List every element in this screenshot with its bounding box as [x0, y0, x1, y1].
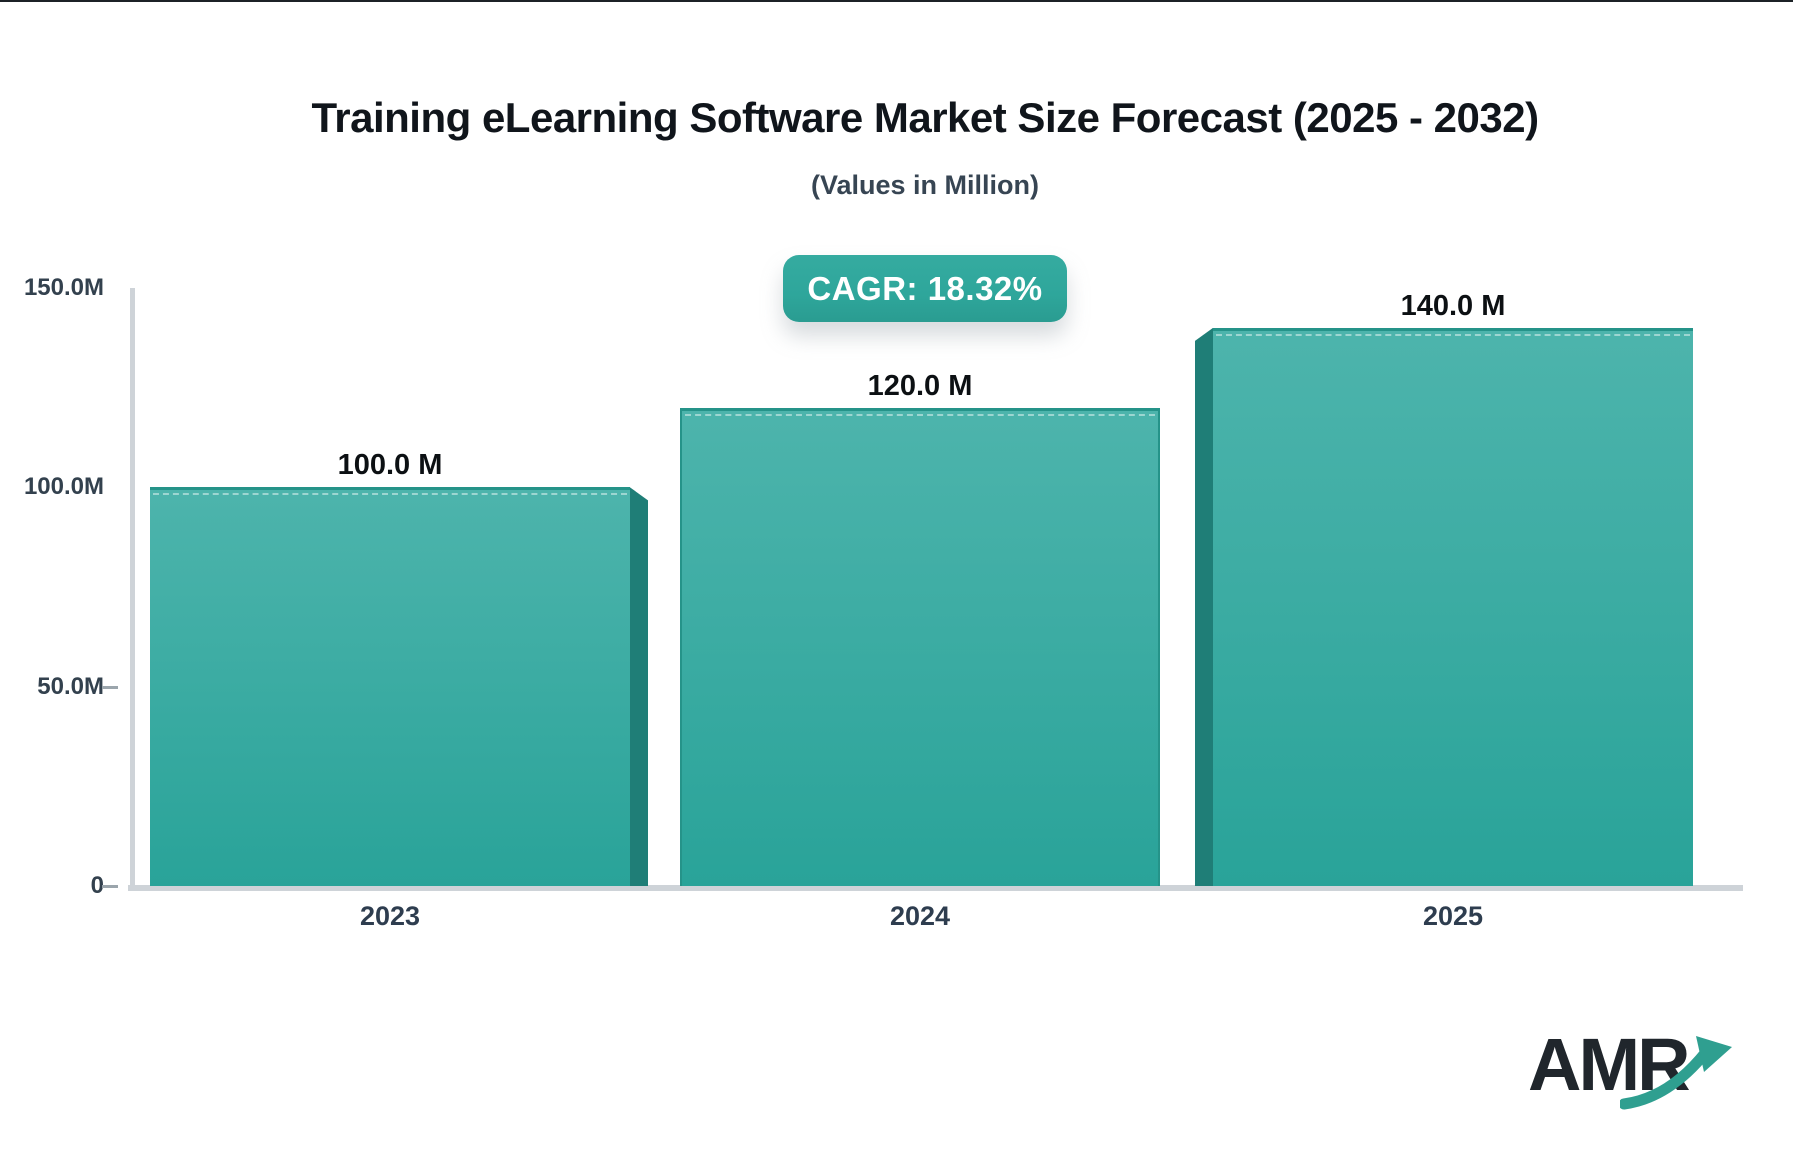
bar-value-label-2025: 140.0 M [1400, 289, 1506, 322]
x-axis-label-2025: 2025 [1422, 901, 1484, 931]
bar-2023 [150, 487, 630, 886]
x-axis-label-2024: 2024 [889, 901, 951, 931]
y-axis-tick-label: 100.0M [23, 473, 104, 501]
bar-top-stitch-line [153, 493, 627, 496]
chart-title: Training eLearning Software Market Size … [311, 94, 1539, 141]
y-axis-line [130, 288, 135, 889]
x-axis-label-2023: 2023 [359, 901, 421, 931]
amr-logo: AMR [1528, 1028, 1732, 1118]
y-axis-tick-mark [102, 685, 118, 689]
trending-up-arrow-icon [1620, 1036, 1732, 1110]
bar-2025 [1213, 327, 1693, 886]
y-axis-tick-label: 50.0M [37, 672, 104, 700]
bar-3d-side-2025 [1195, 327, 1213, 886]
x-axis-line [128, 885, 1743, 891]
y-axis-tick-label: 150.0M [23, 274, 104, 301]
chart-subtitle: (Values in Million) [810, 170, 1040, 200]
top-border-line [0, 0, 1793, 2]
y-axis-tick-mark [102, 885, 118, 888]
bar-value-label-2023: 100.0 M [337, 449, 443, 482]
cagr-badge-label: CAGR: 18.32% [807, 269, 1043, 307]
bar-top-stitch-line [685, 413, 1155, 416]
bar-2024 [680, 407, 1160, 886]
bar-3d-side-2023 [630, 487, 648, 886]
bar-value-label-2024: 120.0 M [867, 369, 973, 402]
y-axis-tick-label: 0 [90, 872, 104, 899]
cagr-badge: CAGR: 18.32% [783, 255, 1067, 322]
bar-top-stitch-line [1216, 333, 1690, 336]
